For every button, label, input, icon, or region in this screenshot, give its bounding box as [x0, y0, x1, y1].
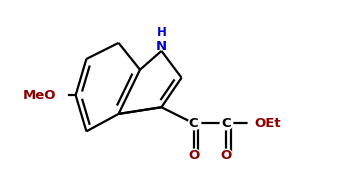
Text: H: H [156, 26, 166, 39]
Text: MeO: MeO [23, 89, 56, 102]
Text: C: C [221, 117, 231, 130]
Text: O: O [220, 149, 231, 162]
Text: N: N [156, 40, 167, 53]
Text: OEt: OEt [254, 117, 280, 130]
Text: O: O [188, 149, 199, 162]
Text: C: C [189, 117, 198, 130]
